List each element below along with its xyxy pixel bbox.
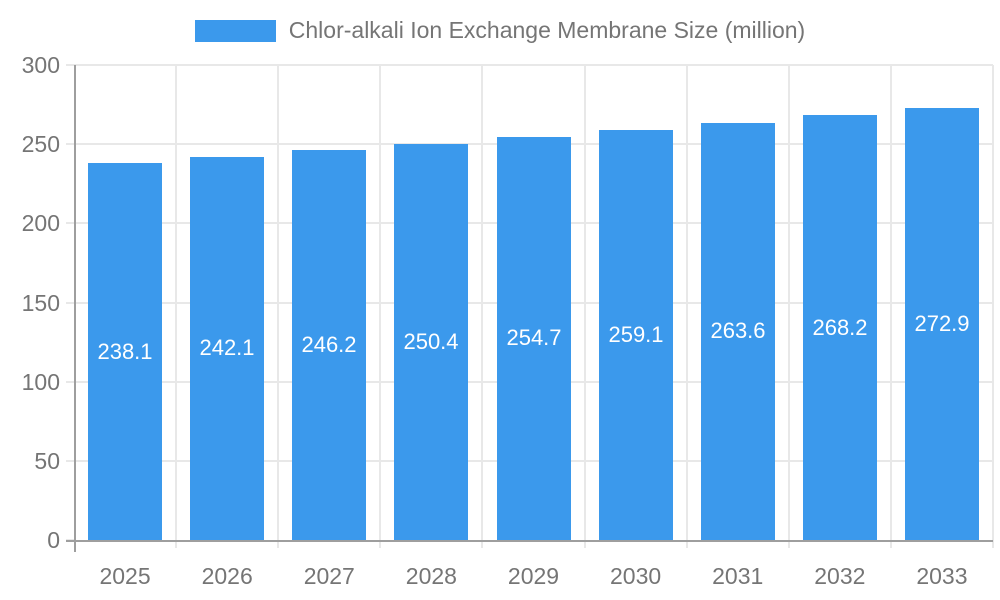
x-tick-label-2029: 2029 <box>507 563 560 589</box>
bar-2031[interactable] <box>701 122 775 540</box>
gridline-y-300 <box>66 64 993 66</box>
gridline-x-2 <box>277 65 280 548</box>
gridline-x-9 <box>992 65 994 548</box>
gridline-x-3 <box>379 65 382 548</box>
y-tick-label-0: 0 <box>47 527 60 553</box>
bar-2028[interactable] <box>394 143 468 540</box>
gridline-x-4 <box>481 65 484 548</box>
bar-2027[interactable] <box>292 150 366 540</box>
x-tick-label-2025: 2025 <box>99 563 151 589</box>
gridline-x-8 <box>889 65 892 548</box>
x-tick-label-2031: 2031 <box>712 563 764 589</box>
y-tick-label-50: 50 <box>34 447 60 474</box>
bar-2025[interactable] <box>88 163 162 540</box>
bar-2033[interactable] <box>905 107 979 540</box>
x-tick-label-2028: 2028 <box>405 563 457 589</box>
x-tick-label-2026: 2026 <box>201 563 253 589</box>
x-tick-label-2033: 2033 <box>916 563 968 589</box>
bar-2030[interactable] <box>599 129 673 540</box>
x-axis-line <box>66 540 993 542</box>
gridline-x-5 <box>583 65 586 548</box>
x-tick-label-2032: 2032 <box>814 563 866 589</box>
legend-swatch-icon <box>194 19 276 42</box>
y-tick-label-100: 100 <box>21 368 60 395</box>
x-tick-label-2030: 2030 <box>610 563 662 589</box>
y-axis-line <box>74 65 76 552</box>
y-tick-label-300: 300 <box>21 52 60 78</box>
bar-2026[interactable] <box>190 156 264 540</box>
gridline-x-6 <box>685 65 688 548</box>
gridline-x-1 <box>175 65 178 548</box>
legend-label: Chlor-alkali Ion Exchange Membrane Size … <box>288 17 806 43</box>
bar-2029[interactable] <box>497 136 571 540</box>
y-tick-label-150: 150 <box>21 289 60 316</box>
y-tick-label-250: 250 <box>21 131 60 158</box>
bar-2032[interactable] <box>803 115 877 540</box>
y-tick-label-200: 200 <box>21 210 60 237</box>
gridline-x-7 <box>787 65 790 548</box>
legend-item[interactable]: Chlor-alkali Ion Exchange Membrane Size … <box>0 17 1000 44</box>
x-tick-label-2027: 2027 <box>303 563 355 589</box>
